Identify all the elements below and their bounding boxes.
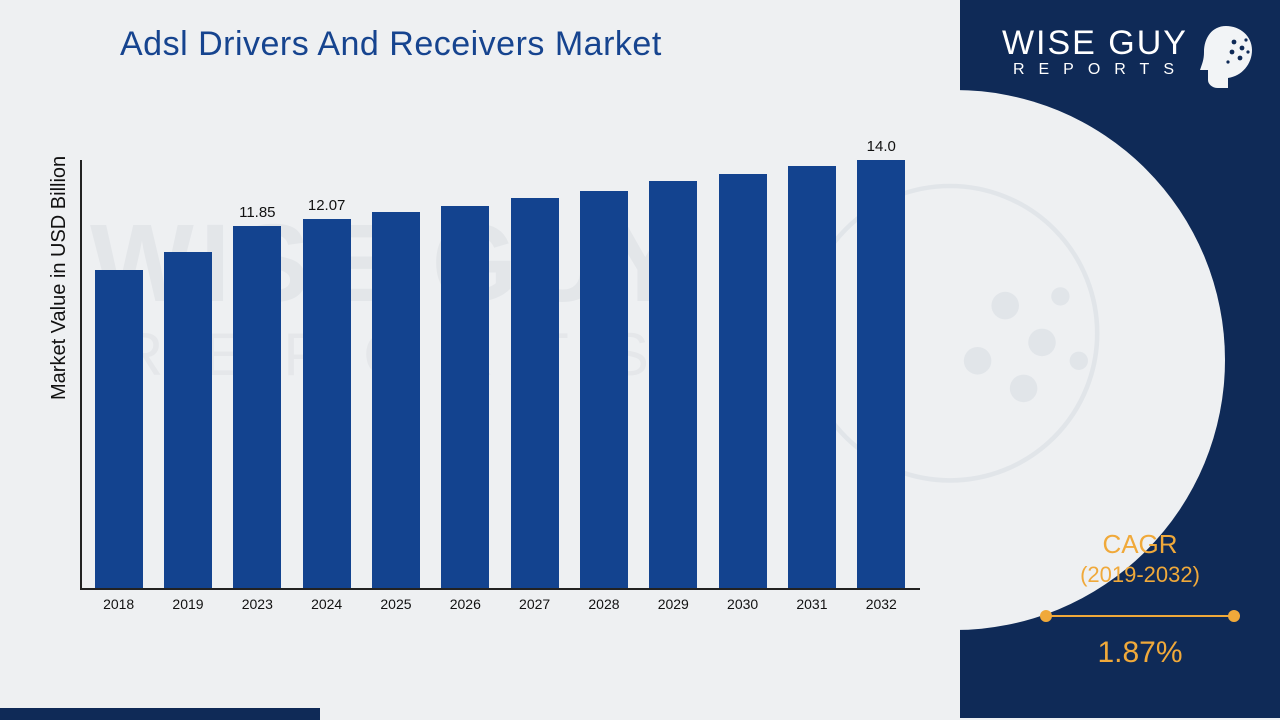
bar-group bbox=[89, 270, 149, 588]
chart-title: Adsl Drivers And Receivers Market bbox=[120, 25, 662, 64]
cagr-title: CAGR bbox=[1040, 529, 1240, 560]
bar-group: 12.07 bbox=[297, 219, 357, 588]
bar-group: 11.85 bbox=[227, 226, 287, 588]
bar-group bbox=[435, 206, 495, 588]
bar-group bbox=[366, 212, 426, 588]
cagr-divider-line bbox=[1048, 615, 1232, 617]
bar bbox=[441, 206, 489, 588]
bar bbox=[233, 226, 281, 588]
x-axis-label: 2030 bbox=[713, 596, 773, 612]
bar bbox=[303, 219, 351, 588]
brand-logo: WISE GUY REPORTS bbox=[982, 24, 1252, 79]
bar-group bbox=[574, 191, 634, 588]
bar-group bbox=[713, 174, 773, 588]
bar-value-label: 14.0 bbox=[841, 138, 921, 155]
cagr-divider bbox=[1040, 606, 1240, 626]
bar bbox=[164, 252, 212, 588]
x-axis-label: 2026 bbox=[435, 596, 495, 612]
bar bbox=[649, 181, 697, 588]
x-axis-label: 2028 bbox=[574, 596, 634, 612]
bottom-accent-strip bbox=[0, 708, 320, 720]
x-axis-label: 2027 bbox=[505, 596, 565, 612]
bar bbox=[719, 174, 767, 588]
bar-group bbox=[158, 252, 218, 588]
bar-group bbox=[782, 166, 842, 588]
bar-chart: 11.8512.0714.0 2018201920232024202520262… bbox=[80, 160, 920, 590]
cagr-value: 1.87% bbox=[1040, 636, 1240, 670]
y-axis-label: Market Value in USD Billion bbox=[48, 156, 71, 400]
cagr-divider-dot-right bbox=[1228, 610, 1240, 622]
x-axis-label: 2019 bbox=[158, 596, 218, 612]
bar-group bbox=[505, 198, 565, 588]
x-axis-label: 2023 bbox=[227, 596, 287, 612]
cagr-block: CAGR (2019-2032) 1.87% bbox=[1040, 529, 1240, 670]
bar bbox=[95, 270, 143, 588]
bar-value-label: 11.85 bbox=[217, 204, 297, 221]
bar-group: 14.0 bbox=[851, 160, 911, 588]
brand-head-icon bbox=[1198, 22, 1258, 92]
bar-value-label: 12.07 bbox=[287, 197, 367, 214]
x-axis-label: 2025 bbox=[366, 596, 426, 612]
bar bbox=[580, 191, 628, 588]
x-axis-label: 2018 bbox=[89, 596, 149, 612]
x-axis-label: 2024 bbox=[297, 596, 357, 612]
x-axis-label: 2032 bbox=[851, 596, 911, 612]
bar bbox=[511, 198, 559, 588]
bar bbox=[857, 160, 905, 588]
bar-group bbox=[643, 181, 703, 588]
x-axis-label: 2031 bbox=[782, 596, 842, 612]
cagr-years: (2019-2032) bbox=[1040, 562, 1240, 588]
x-axis-line bbox=[80, 588, 920, 590]
x-axis-label: 2029 bbox=[643, 596, 703, 612]
x-labels-row: 2018 2019 2023 2024 2025 2026 2027 2028 2029 2030… bbox=[80, 596, 920, 612]
bar bbox=[372, 212, 420, 588]
cagr-divider-dot-left bbox=[1040, 610, 1052, 622]
bars-container: 11.8512.07 14.0 bbox=[80, 160, 920, 588]
bar bbox=[788, 166, 836, 588]
